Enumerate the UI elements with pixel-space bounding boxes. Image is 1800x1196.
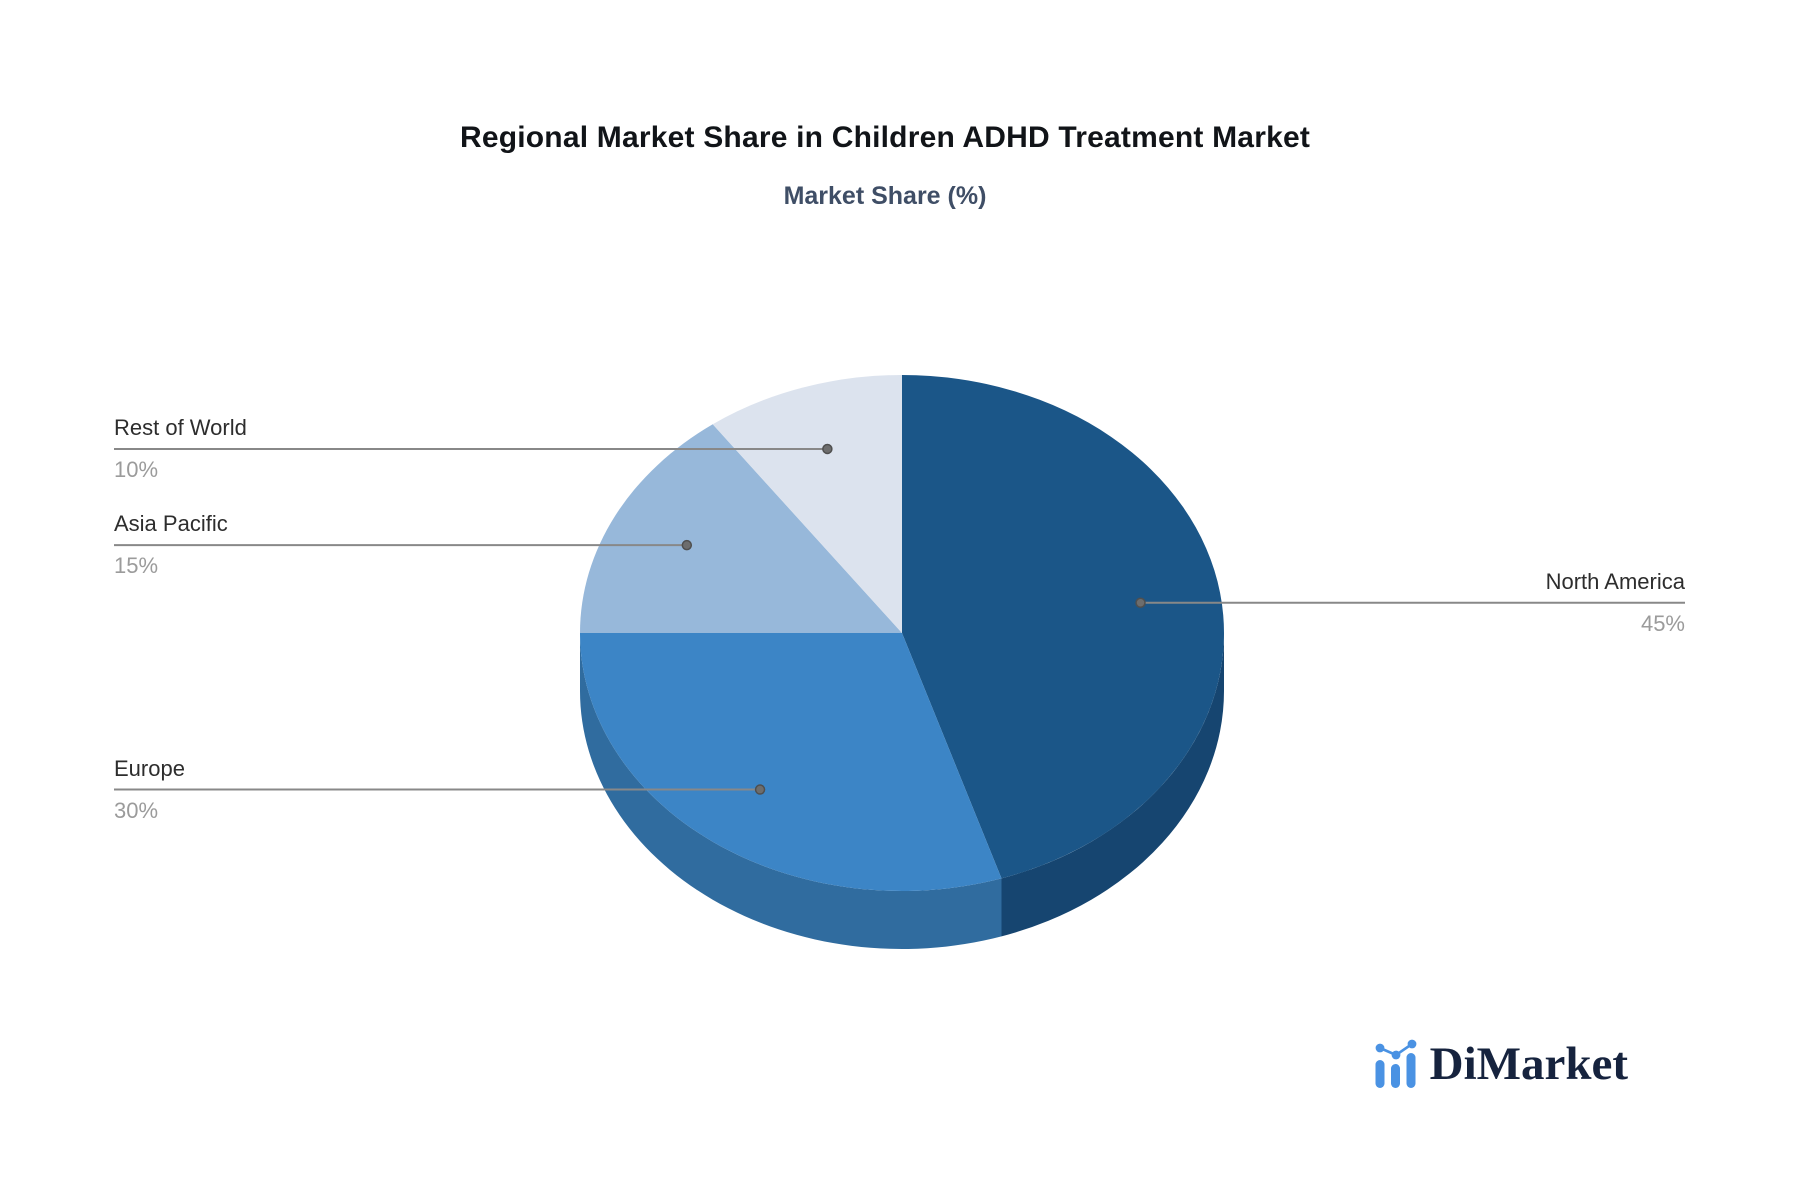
chart-header: Regional Market Share in Children ADHD T… xyxy=(85,121,1685,211)
slice-value: 30% xyxy=(114,797,159,823)
slice-value: 15% xyxy=(114,553,159,579)
brand-name: DiMarket xyxy=(1429,1038,1628,1090)
brand-logo: DiMarket xyxy=(1375,1036,1628,1088)
chart-subtitle: Market Share (%) xyxy=(783,182,987,210)
slice-label: North America xyxy=(1545,568,1685,594)
chart-title: Regional Market Share in Children ADHD T… xyxy=(459,121,1311,154)
slice-label: Europe xyxy=(114,755,185,781)
callout-north-america: North America 45% xyxy=(1546,569,1685,637)
slice-value: 45% xyxy=(1640,610,1685,636)
callout-asia-pacific: Asia Pacific 15% xyxy=(114,511,228,579)
slice-label: Asia Pacific xyxy=(114,511,228,537)
bar-line-chart-icon xyxy=(1375,1039,1417,1088)
callout-rest-of-world: Rest of World 10% xyxy=(114,415,247,483)
slice-value: 10% xyxy=(114,456,159,482)
callout-europe: Europe 30% xyxy=(114,756,185,824)
slice-label: Rest of World xyxy=(114,414,247,440)
